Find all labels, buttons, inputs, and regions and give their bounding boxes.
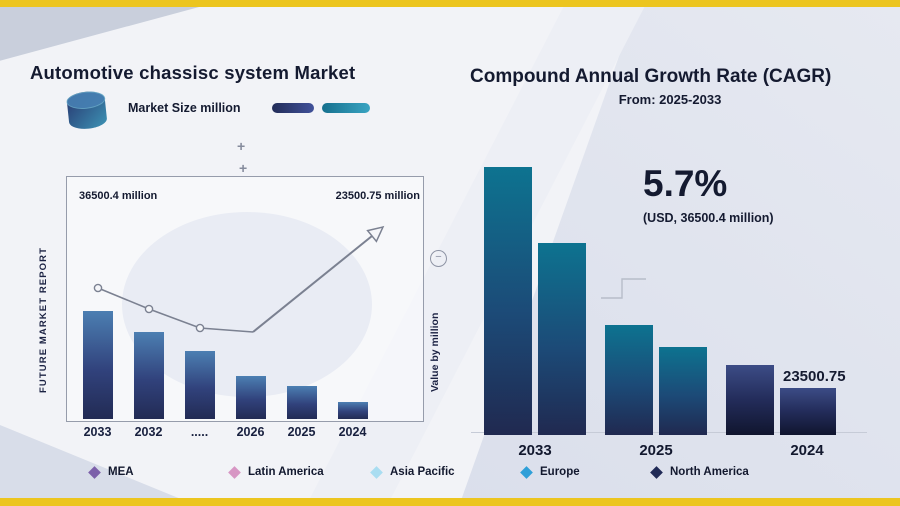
diamond-icon: [370, 465, 383, 479]
cagr-bar: [484, 167, 532, 435]
cagr-bar: [726, 365, 774, 435]
end-value-annotation: 23500.75 million: [335, 190, 420, 202]
x-axis-label: 2024: [338, 425, 367, 439]
market-size-x-axis: 2033 2032..... 2026 2025 2024: [72, 425, 378, 439]
cagr-bar: [538, 243, 586, 435]
legend-label: MEA: [108, 466, 134, 478]
plus-mark-icon: +: [237, 138, 246, 154]
legend-label: Europe: [540, 466, 580, 478]
diamond-icon: [650, 465, 663, 479]
cagr-bar-group: 2025: [605, 325, 707, 459]
navy-pill-icon: [272, 103, 314, 113]
cagr-bar-group: 2033: [484, 167, 586, 459]
legend-label: Asia Pacific: [390, 466, 455, 478]
diamond-icon: [228, 465, 241, 479]
legend-label: North America: [670, 466, 749, 478]
value-by-million-axis-label: Value by million: [429, 312, 441, 392]
market-size-chart: 36500.4 million 23500.75 million: [66, 176, 424, 422]
projection-arrow-icon: [366, 225, 385, 243]
cagr-bar: [605, 325, 653, 435]
legend-item-mea: MEA: [88, 465, 134, 479]
market-size-bar: [236, 376, 266, 419]
market-size-bar: [338, 402, 368, 419]
cagr-bar-pair: [605, 325, 707, 435]
cagr-bar-group: 2024: [726, 365, 836, 459]
legend-item-north-america: North America: [650, 465, 749, 479]
diamond-icon: [520, 465, 533, 479]
database-icon: [66, 91, 107, 129]
legend-item-asia-pacific: Asia Pacific: [370, 465, 455, 479]
legend-label: Latin America: [248, 466, 324, 478]
diamond-icon: [88, 465, 101, 479]
cagr-title: Compound Annual Growth Rate (CAGR): [470, 65, 832, 87]
left-chart-title: Automotive chassisc system Market: [30, 62, 356, 84]
future-market-report-axis-label: FUTURE MARKET REPORT: [38, 246, 49, 394]
cagr-bar: [780, 388, 836, 435]
cagr-usd-note: (USD, 36500.4 million): [643, 211, 774, 225]
market-size-bar: [134, 332, 164, 419]
start-value-annotation: 36500.4 million: [79, 190, 158, 202]
market-size-bar: [83, 311, 113, 419]
market-size-bar: [287, 386, 317, 419]
cagr-bar: [659, 347, 707, 435]
market-size-bars: [83, 311, 368, 419]
market-size-legend-label: Market Size million: [128, 101, 241, 115]
step-line-icon: [601, 278, 646, 299]
cagr-x-label: 2024: [790, 442, 824, 459]
x-axis-label: 2033: [83, 425, 112, 439]
gold-bottom-strip: [0, 498, 900, 506]
trend-line-overlay: [93, 225, 385, 333]
teal-pill-icon: [322, 103, 370, 113]
cagr-bar-pair: [484, 167, 586, 435]
market-size-bar: [185, 351, 215, 419]
bar-value-label: 23500.75: [783, 368, 846, 385]
x-axis-label: 2032: [134, 425, 163, 439]
x-axis-label: 2025: [287, 425, 316, 439]
plus-mark-icon: +: [239, 160, 248, 176]
legend-item-europe: Europe: [520, 465, 580, 479]
region-legend: MEA Latin America Asia Pacific Europe North …: [0, 465, 900, 490]
cagr-subtitle: From: 2025-2033: [618, 92, 722, 107]
cagr-x-label: 2025: [639, 442, 673, 459]
cagr-bar-pair: [726, 365, 836, 435]
x-axis-label: 2026: [236, 425, 265, 439]
cagr-x-label: 2033: [518, 442, 552, 459]
x-axis-label: .....: [190, 425, 209, 439]
minus-circle-icon: −: [430, 250, 447, 267]
legend-item-latin-america: Latin America: [228, 465, 324, 479]
gold-top-strip: [0, 0, 900, 7]
cagr-percentage: 5.7%: [643, 163, 728, 204]
cagr-bar-chart: 2033 2025 2024: [484, 167, 836, 459]
